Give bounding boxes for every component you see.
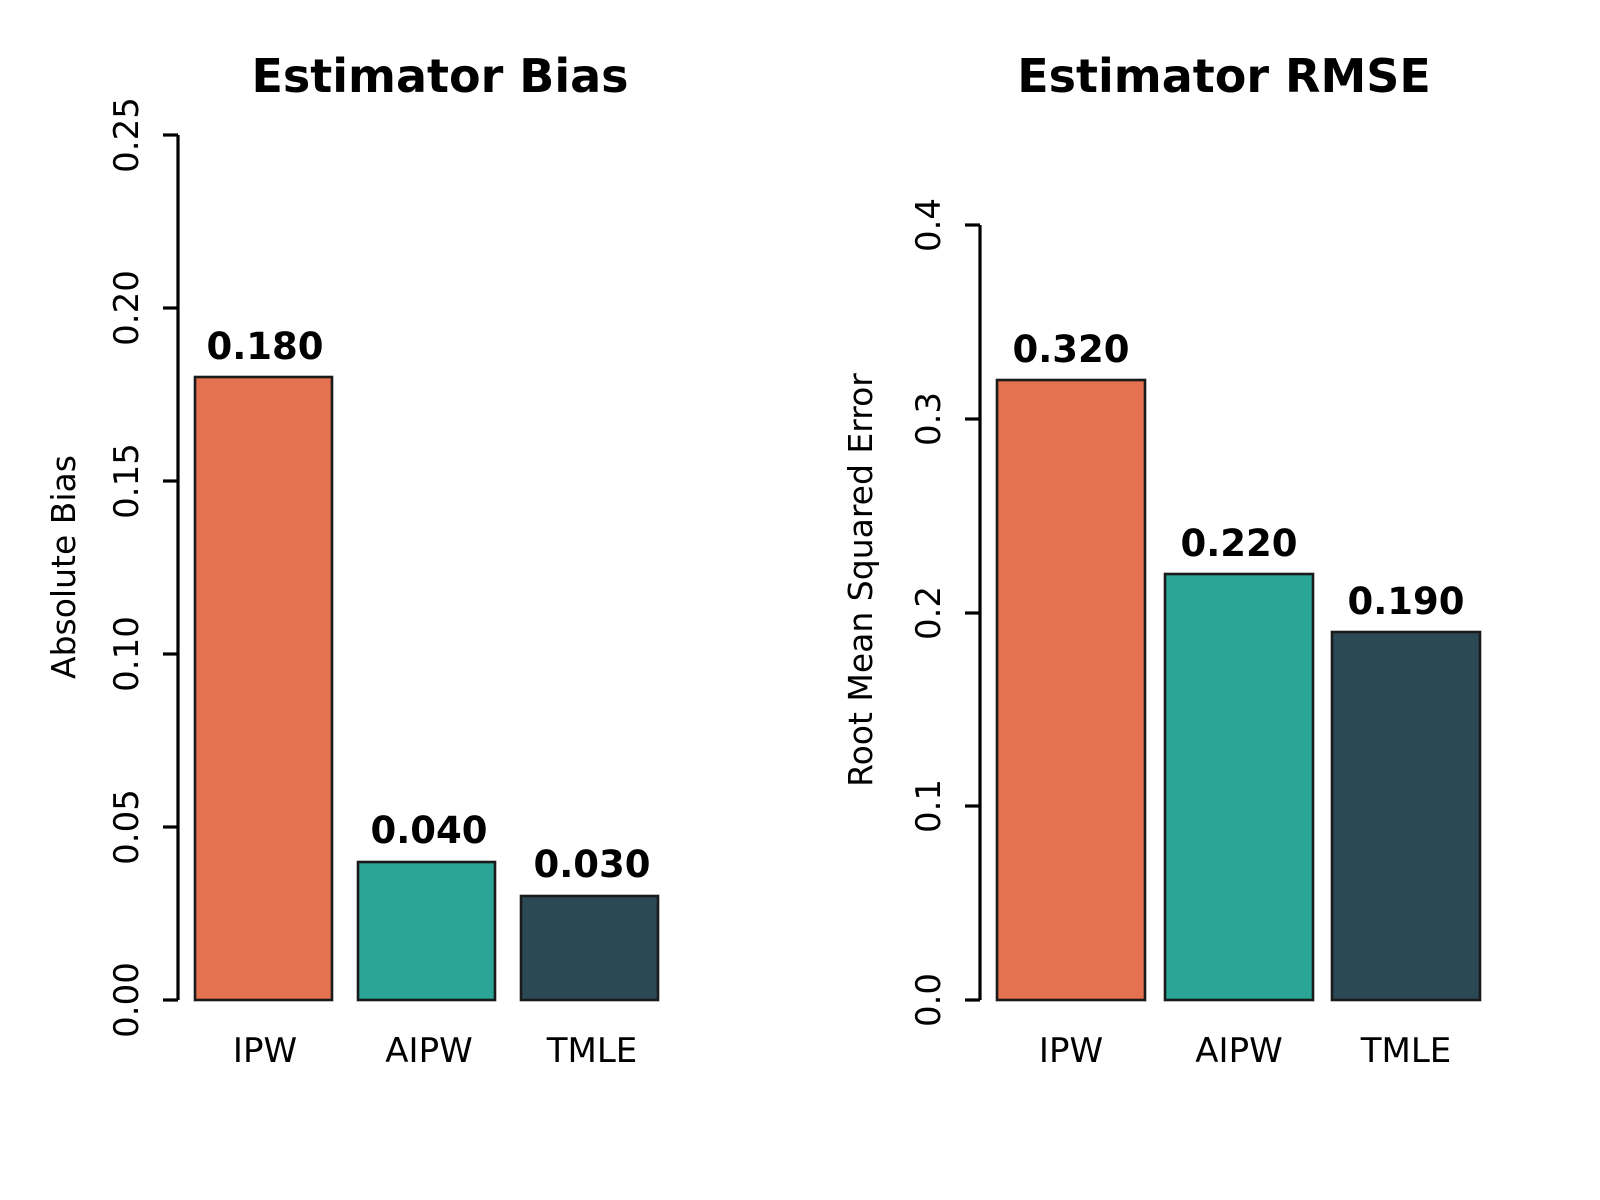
y-tick-label-005: 0.05 <box>107 789 147 865</box>
value-label-ipw-bias: 0.180 <box>206 325 323 368</box>
bar-ipw-rmse[interactable] <box>995 378 1147 1002</box>
bar-aipw-rmse[interactable] <box>1163 572 1315 1002</box>
value-label-tmle-bias: 0.030 <box>533 843 650 886</box>
y-axis-rmse <box>965 223 982 1002</box>
bar-aipw-bias[interactable] <box>356 860 497 1002</box>
x-label-ipw-bias: IPW <box>233 1031 297 1071</box>
x-label-aipw-rmse: AIPW <box>1195 1031 1282 1071</box>
x-axis-labels-bias: IPW AIPW TMLE <box>233 1031 637 1071</box>
y-tick-labels-bias: 0.25 0.20 0.15 0.10 0.05 0.00 <box>107 97 147 1038</box>
bar-ipw-bias[interactable] <box>193 375 334 1002</box>
bars-rmse <box>995 378 1482 1002</box>
y-tick-label-025: 0.25 <box>107 97 147 173</box>
x-label-ipw-rmse: IPW <box>1039 1031 1103 1071</box>
y-tick-label-03: 0.3 <box>909 392 949 446</box>
x-label-tmle-bias: TMLE <box>546 1031 638 1071</box>
y-axis-title-bias: Absolute Bias <box>44 455 83 679</box>
bars-bias <box>193 375 660 1002</box>
y-tick-label-04: 0.4 <box>909 198 949 252</box>
panel-title-bias: Estimator Bias <box>251 49 628 103</box>
value-label-tmle-rmse: 0.190 <box>1347 580 1464 623</box>
value-labels-rmse: 0.320 0.220 0.190 <box>1012 328 1464 623</box>
x-label-aipw-bias: AIPW <box>385 1031 472 1071</box>
y-tick-label-02: 0.2 <box>909 586 949 640</box>
value-labels-bias: 0.180 0.040 0.030 <box>206 325 650 886</box>
x-label-tmle-rmse: TMLE <box>1360 1031 1452 1071</box>
value-label-ipw-rmse: 0.320 <box>1012 328 1129 371</box>
panel-estimator-bias: Estimator Bias 0.25 0.20 0.15 0.10 0.05 … <box>44 49 660 1071</box>
y-axis-bias <box>163 133 180 1002</box>
y-tick-label-01: 0.1 <box>909 779 949 833</box>
bar-tmle-bias[interactable] <box>519 894 660 1002</box>
y-axis-title-rmse: Root Mean Squared Error <box>841 373 880 787</box>
bar-tmle-rmse[interactable] <box>1330 630 1482 1002</box>
y-tick-label-010: 0.10 <box>107 616 147 692</box>
y-tick-label-020: 0.20 <box>107 270 147 346</box>
y-tick-label-015: 0.15 <box>107 443 147 519</box>
y-tick-labels-rmse: 0.4 0.3 0.2 0.1 0.0 <box>909 198 949 1027</box>
value-label-aipw-bias: 0.040 <box>370 809 487 852</box>
panel-title-rmse: Estimator RMSE <box>1017 49 1431 103</box>
y-tick-label-000: 0.00 <box>107 962 147 1038</box>
y-tick-label-00: 0.0 <box>909 973 949 1027</box>
x-axis-labels-rmse: IPW AIPW TMLE <box>1039 1031 1451 1071</box>
value-label-aipw-rmse: 0.220 <box>1180 522 1297 565</box>
panel-estimator-rmse: Estimator RMSE 0.4 0.3 0.2 0.1 0.0 Root … <box>841 49 1482 1071</box>
